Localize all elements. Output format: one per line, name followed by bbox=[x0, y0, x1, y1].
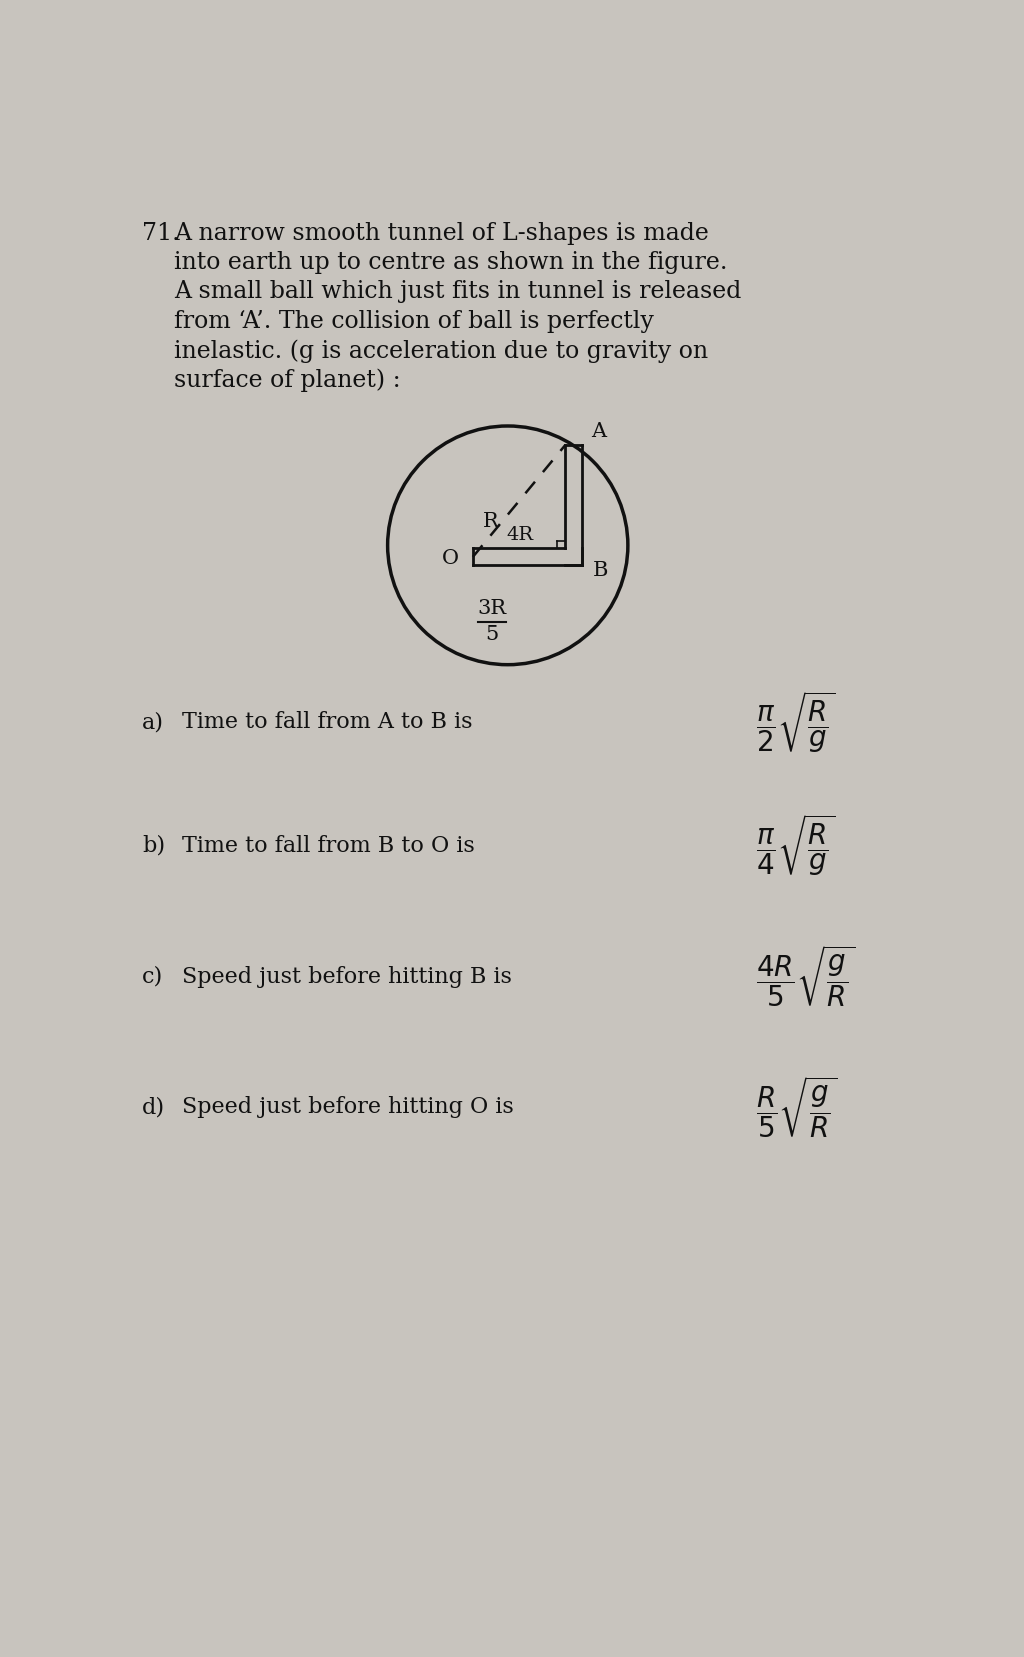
Text: A: A bbox=[592, 423, 606, 441]
Text: Speed just before hitting O is: Speed just before hitting O is bbox=[182, 1097, 514, 1118]
Text: A narrow smooth tunnel of L-shapes is made: A narrow smooth tunnel of L-shapes is ma… bbox=[174, 222, 710, 245]
Text: 71.: 71. bbox=[142, 222, 179, 245]
Text: into earth up to centre as shown in the figure.: into earth up to centre as shown in the … bbox=[174, 252, 728, 273]
Text: O: O bbox=[442, 548, 459, 568]
Text: 5: 5 bbox=[485, 625, 499, 643]
Text: Time to fall from A to B is: Time to fall from A to B is bbox=[182, 711, 473, 734]
Text: from ‘A’. The collision of ball is perfectly: from ‘A’. The collision of ball is perfe… bbox=[174, 310, 654, 333]
Text: a): a) bbox=[142, 711, 164, 734]
Text: $\dfrac{\pi}{2}\sqrt{\dfrac{R}{g}}$: $\dfrac{\pi}{2}\sqrt{\dfrac{R}{g}}$ bbox=[756, 689, 836, 756]
Text: 4R: 4R bbox=[507, 525, 534, 543]
Text: A small ball which just fits in tunnel is released: A small ball which just fits in tunnel i… bbox=[174, 280, 741, 303]
Text: B: B bbox=[593, 560, 608, 580]
Text: inelastic. (g is acceleration due to gravity on: inelastic. (g is acceleration due to gra… bbox=[174, 340, 709, 363]
Text: $\dfrac{4R}{5}\sqrt{\dfrac{g}{R}}$: $\dfrac{4R}{5}\sqrt{\dfrac{g}{R}}$ bbox=[756, 944, 855, 1009]
Text: d): d) bbox=[142, 1097, 165, 1118]
Text: surface of planet) :: surface of planet) : bbox=[174, 368, 401, 391]
Text: b): b) bbox=[142, 835, 165, 857]
Text: Time to fall from B to O is: Time to fall from B to O is bbox=[182, 835, 475, 857]
Text: 3R: 3R bbox=[477, 600, 507, 618]
Text: $\dfrac{R}{5}\sqrt{\dfrac{g}{R}}$: $\dfrac{R}{5}\sqrt{\dfrac{g}{R}}$ bbox=[756, 1075, 838, 1140]
Text: R: R bbox=[483, 512, 499, 532]
Text: $\dfrac{\pi}{4}\sqrt{\dfrac{R}{g}}$: $\dfrac{\pi}{4}\sqrt{\dfrac{R}{g}}$ bbox=[756, 814, 836, 878]
Text: c): c) bbox=[142, 966, 163, 988]
Text: Speed just before hitting B is: Speed just before hitting B is bbox=[182, 966, 512, 988]
